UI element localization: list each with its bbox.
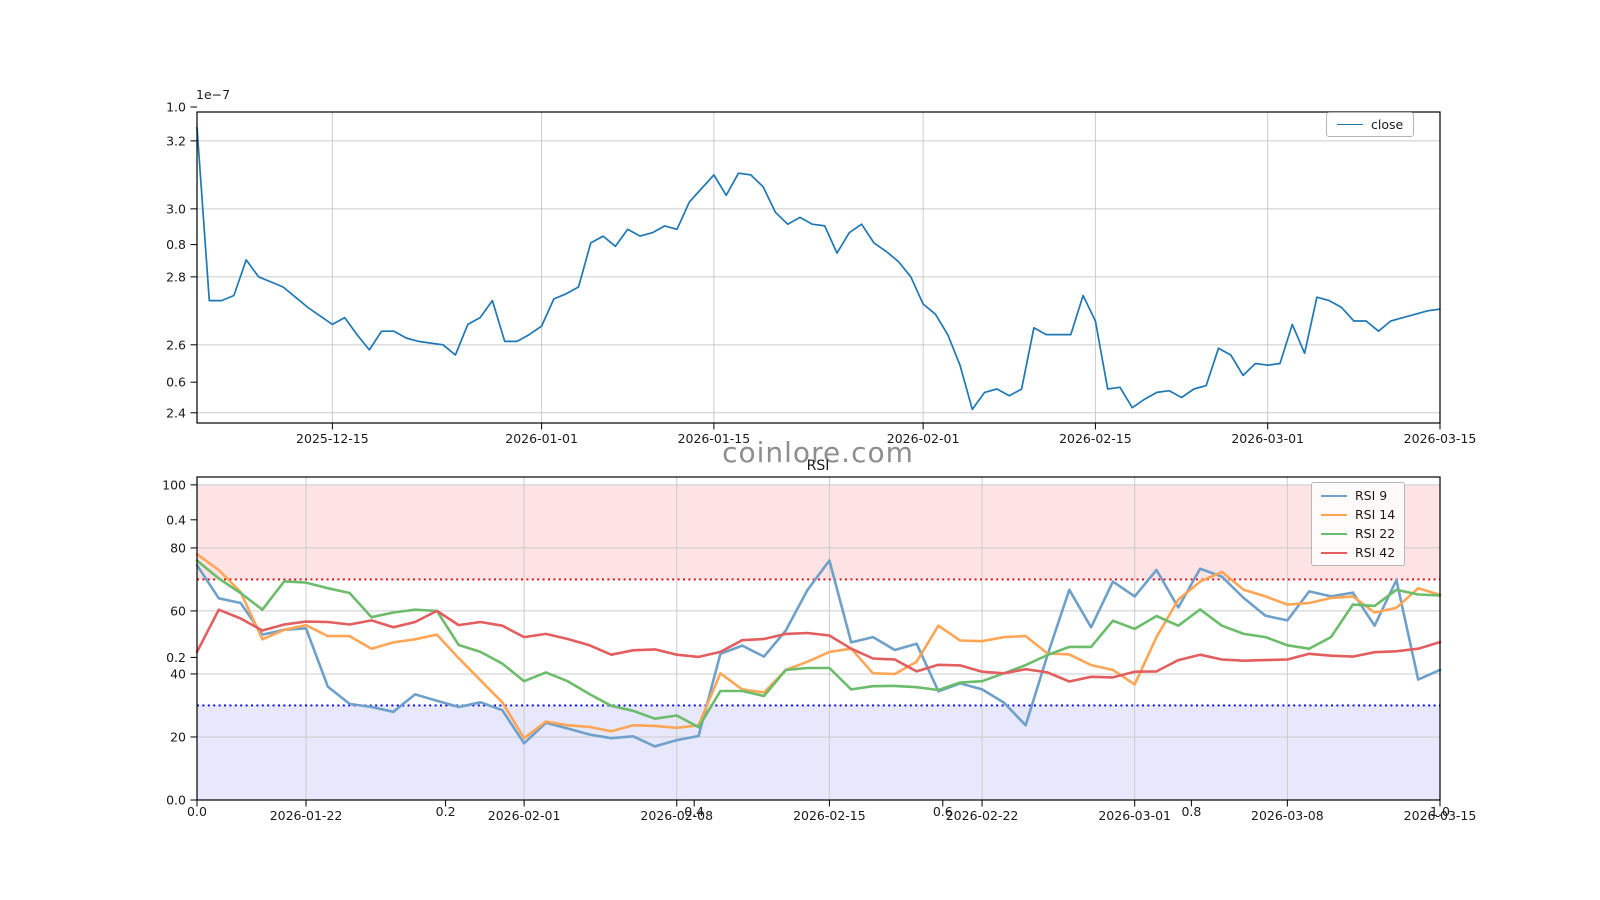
rsi-9-legend-label: RSI 9	[1355, 488, 1388, 503]
rsi-42-line	[195, 608, 1442, 683]
rsi-y-tick-label: 80	[170, 540, 186, 555]
close-legend-label: close	[1371, 117, 1404, 132]
rsi-x-tick-label: 2026-02-08	[640, 808, 713, 823]
rsi-14-line	[195, 552, 1442, 740]
rsi-x-tick-label: 2026-03-01	[1098, 808, 1171, 823]
price-x-tick-label: 2026-03-15	[1404, 431, 1477, 446]
price-x-tick-label: 2026-02-01	[887, 431, 960, 446]
rsi-9-legend-item: RSI 9	[1321, 488, 1395, 503]
rsi-legend: RSI 9 RSI 14 RSI 22 RSI 42	[1311, 482, 1406, 566]
rsi-9-line	[195, 559, 1442, 748]
rsi-y-tick-label: 40	[170, 666, 186, 681]
price-plot-frame	[196, 111, 1441, 424]
rsi-x-tick-label: 2026-02-22	[946, 808, 1019, 823]
background-y-axis-label: 0.8	[166, 237, 186, 252]
rsi-x-tick-label: 2026-03-08	[1251, 808, 1324, 823]
rsi-22-legend-label: RSI 22	[1355, 526, 1396, 541]
rsi-x-tick-label: 2026-01-22	[270, 808, 343, 823]
rsi-42-legend-item: RSI 42	[1321, 545, 1395, 560]
close-legend-line-icon	[1337, 124, 1363, 125]
price-x-tick-label: 2026-01-15	[678, 431, 751, 446]
background-y-axis-label: 1.0	[166, 100, 186, 115]
background-x-axis-label: 0.6	[933, 804, 953, 819]
price-y-tick-label: 2.8	[166, 269, 186, 284]
price-y-tick-label: 2.4	[166, 405, 186, 420]
rsi-y-tick-label: 0.0	[166, 793, 186, 808]
background-x-axis-label: 0.2	[436, 804, 456, 819]
rsi-14-legend-item: RSI 14	[1321, 507, 1395, 522]
rsi-42-legend-label: RSI 42	[1355, 545, 1396, 560]
rsi-9-legend-line-icon	[1321, 494, 1347, 497]
price-legend: close	[1326, 112, 1415, 137]
rsi-22-legend-line-icon	[1321, 532, 1347, 535]
rsi-tick-labels: 100 80 60 40 20 0.0 2026-01-22 2026-02-01 2026-0…	[162, 477, 1476, 823]
background-y-axis-label: 0.6	[166, 375, 186, 390]
price-x-tick-label: 2026-01-01	[505, 431, 578, 446]
rsi-x-tick-label: 2026-02-15	[793, 808, 866, 823]
background-x-axis-label: 1.0	[1430, 804, 1450, 819]
price-tick-labels: 3.2 3.0 2.8 2.6 2.4 2025-12-15 2026-01-01 2026-…	[166, 133, 1476, 446]
price-y-tick-label: 2.6	[166, 337, 186, 352]
rsi-14-legend-label: RSI 14	[1355, 507, 1396, 522]
rsi-plot-frame	[196, 476, 1441, 801]
watermark: coinlore.com	[722, 436, 914, 469]
oversold-band	[197, 705, 1440, 800]
figure-background-axis-labels: 1.0 0.8 0.6 0.4 0.2 0.0 0.2 0.4 0.6 0.8 1.0	[166, 100, 1450, 820]
rsi-42-legend-line-icon	[1321, 551, 1347, 554]
price-y-tick-label: 3.0	[166, 201, 186, 216]
price-y-tick-label: 3.2	[166, 133, 186, 148]
y-axis-offset-label: 1e−7	[196, 87, 231, 102]
background-y-axis-label: 0.4	[166, 512, 186, 527]
rsi-x-tick-label: 2026-02-01	[488, 808, 561, 823]
rsi-chart: 100 80 60 40 20 0.0 2026-01-22 2026-02-01 2026-0…	[162, 476, 1476, 823]
background-y-axis-label: 0.2	[166, 650, 186, 665]
rsi-y-tick-label: 60	[170, 603, 186, 618]
price-gridlines	[197, 112, 1441, 423]
price-chart: 3.2 3.0 2.8 2.6 2.4 2025-12-15 2026-01-01 2026-…	[166, 111, 1476, 446]
close-line	[196, 126, 1441, 411]
price-x-tick-label: 2026-03-01	[1231, 431, 1304, 446]
background-x-axis-label: 0.4	[684, 804, 704, 819]
price-x-tick-label: 2025-12-15	[296, 431, 369, 446]
background-x-axis-label: 0.0	[187, 804, 207, 819]
rsi-y-tick-label: 20	[170, 729, 186, 744]
rsi-chart-title: RSI	[806, 458, 830, 474]
rsi-22-line	[195, 559, 1442, 729]
price-x-tick-label: 2026-02-15	[1059, 431, 1132, 446]
background-x-axis-label: 0.8	[1181, 804, 1201, 819]
rsi-x-tick-label: 2026-03-15	[1404, 808, 1477, 823]
rsi-14-legend-line-icon	[1321, 513, 1347, 516]
rsi-22-legend-item: RSI 22	[1321, 526, 1395, 541]
overbought-band	[197, 484, 1440, 580]
rsi-y-tick-label: 100	[162, 477, 186, 492]
